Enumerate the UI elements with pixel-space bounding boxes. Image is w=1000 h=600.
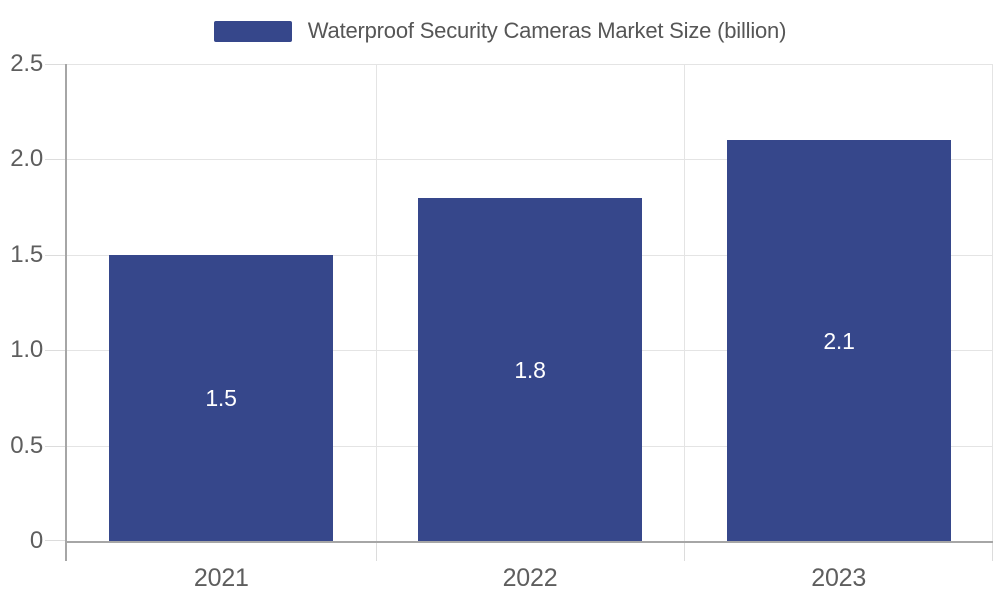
gridline-horizontal xyxy=(67,64,993,65)
y-axis-tick xyxy=(45,64,65,65)
x-axis-tick xyxy=(684,543,685,561)
x-axis-tick xyxy=(992,543,993,561)
y-axis-tick xyxy=(45,159,65,161)
y-axis-tick-label: 2.0 xyxy=(10,145,43,173)
y-axis-tick xyxy=(45,445,65,447)
bar-value-label: 1.8 xyxy=(514,356,546,383)
x-axis-tick-label: 2023 xyxy=(811,564,867,592)
x-axis-tick xyxy=(376,543,377,561)
gridline-horizontal xyxy=(67,159,993,161)
x-axis-tick-label: 2021 xyxy=(193,564,249,592)
bar-2023 xyxy=(727,140,951,541)
legend-label: Waterproof Security Cameras Market Size … xyxy=(307,18,787,43)
legend-swatch-icon xyxy=(213,20,292,42)
gridline-vertical xyxy=(684,64,685,541)
y-axis-tick-label: 1.0 xyxy=(10,336,43,364)
y-axis-tick xyxy=(45,350,65,352)
gridline-vertical xyxy=(376,64,377,541)
y-axis-tick-label: 0 xyxy=(29,527,43,554)
y-axis-tick-label: 1.5 xyxy=(10,240,43,268)
plot-area: 0 0.5 1.0 1.5 2.0 2.5 2021 2022 2023 1.5 1.8 2.1 xyxy=(10,50,993,592)
bar-2021 xyxy=(109,255,333,541)
bar-2022 xyxy=(418,198,642,541)
x-axis-tick-label: 2022 xyxy=(502,564,558,592)
y-axis-line xyxy=(65,64,67,561)
y-axis-tick xyxy=(45,254,65,256)
bar-value-label: 1.5 xyxy=(205,385,237,411)
y-axis-tick-label: 2.5 xyxy=(10,50,43,77)
x-axis-line xyxy=(65,541,993,543)
chart-legend-item[interactable]: Waterproof Security Cameras Market Size … xyxy=(0,18,1000,44)
bar-value-label: 2.1 xyxy=(823,327,855,354)
y-axis-tick xyxy=(45,540,65,541)
plot-right-border xyxy=(992,64,993,541)
y-axis-tick-label: 0.5 xyxy=(10,431,43,459)
